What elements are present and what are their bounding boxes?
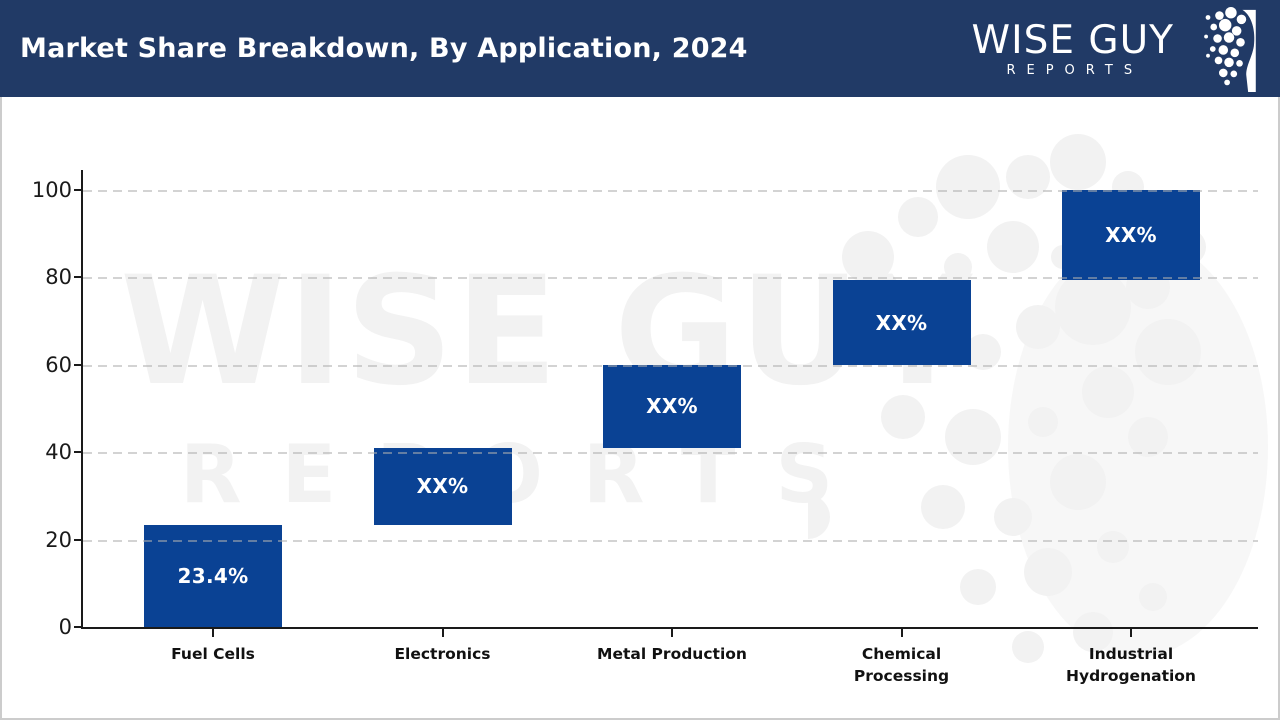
bar-fuel-cells: 23.4% [144, 524, 282, 627]
watermark-face-dots [808, 134, 1268, 663]
x-axis-line [81, 627, 1258, 629]
logo-face-icon [1204, 6, 1256, 92]
bar-value-label: 23.4% [177, 563, 249, 588]
y-tick-label: 40 [45, 440, 72, 465]
y-tick-mark [74, 538, 81, 541]
x-axis-label-electronics: Electronics [394, 645, 491, 663]
watermark-wordmark: WISE GUY [120, 245, 974, 419]
bar-value-label: XX% [646, 394, 698, 419]
gridline-100 [83, 190, 1258, 192]
bar-electronics: XX% [373, 447, 512, 525]
y-tick-mark [74, 189, 81, 191]
gridline-20 [83, 539, 1258, 542]
x-axis-label-fuel-cells: Fuel Cells [171, 645, 255, 663]
x-tick-mark [900, 629, 903, 637]
bar-chemical-processing: XX% [832, 280, 971, 365]
watermark-subtext: REPORTS [180, 428, 874, 521]
bar-industrial-hydrogenation: XX% [1062, 190, 1200, 281]
y-tick-label: 100 [31, 178, 72, 202]
x-axis-label-metal-production: Metal Production [597, 645, 747, 663]
y-tick-mark [74, 363, 81, 366]
y-tick-label: 80 [45, 265, 72, 290]
y-tick-label: 60 [45, 352, 72, 377]
bar-value-label: XX% [1105, 223, 1157, 248]
y-tick-mark [74, 276, 81, 279]
x-tick-mark [212, 629, 214, 637]
x-tick-mark [1130, 629, 1132, 637]
gridline-80 [83, 277, 1258, 280]
x-axis-label-chemical-processing: Chemical Processing [853, 645, 950, 686]
y-tick-mark [74, 451, 81, 454]
chart-area: WISE GUY REPORTS 0 20 40 60 80 100 23.4% XX% XX%… [0, 97, 1280, 720]
x-axis-label-industrial-hydrogenation: Industrial Hydrogenation [1066, 645, 1196, 686]
wise-guy-reports-logo: WISE GUY REPORTS [972, 6, 1262, 92]
page-title: Market Share Breakdown, By Application, … [20, 33, 748, 64]
x-tick-mark [441, 629, 444, 637]
y-axis-line [81, 170, 83, 629]
y-tick-label: 0 [58, 615, 72, 639]
gridline-60 [83, 364, 1258, 367]
x-tick-mark [671, 629, 673, 637]
bar-value-label: XX% [416, 474, 469, 499]
gridline-40 [83, 452, 1258, 455]
header-bar: Market Share Breakdown, By Application, … [0, 0, 1280, 97]
y-tick-label: 20 [45, 527, 72, 552]
bar-value-label: XX% [875, 310, 928, 335]
y-tick-mark [74, 626, 81, 628]
logo-wordmark: WISE GUY [971, 17, 1174, 63]
logo-subtext: REPORTS [1006, 62, 1144, 78]
bar-metal-production: XX% [603, 364, 741, 448]
